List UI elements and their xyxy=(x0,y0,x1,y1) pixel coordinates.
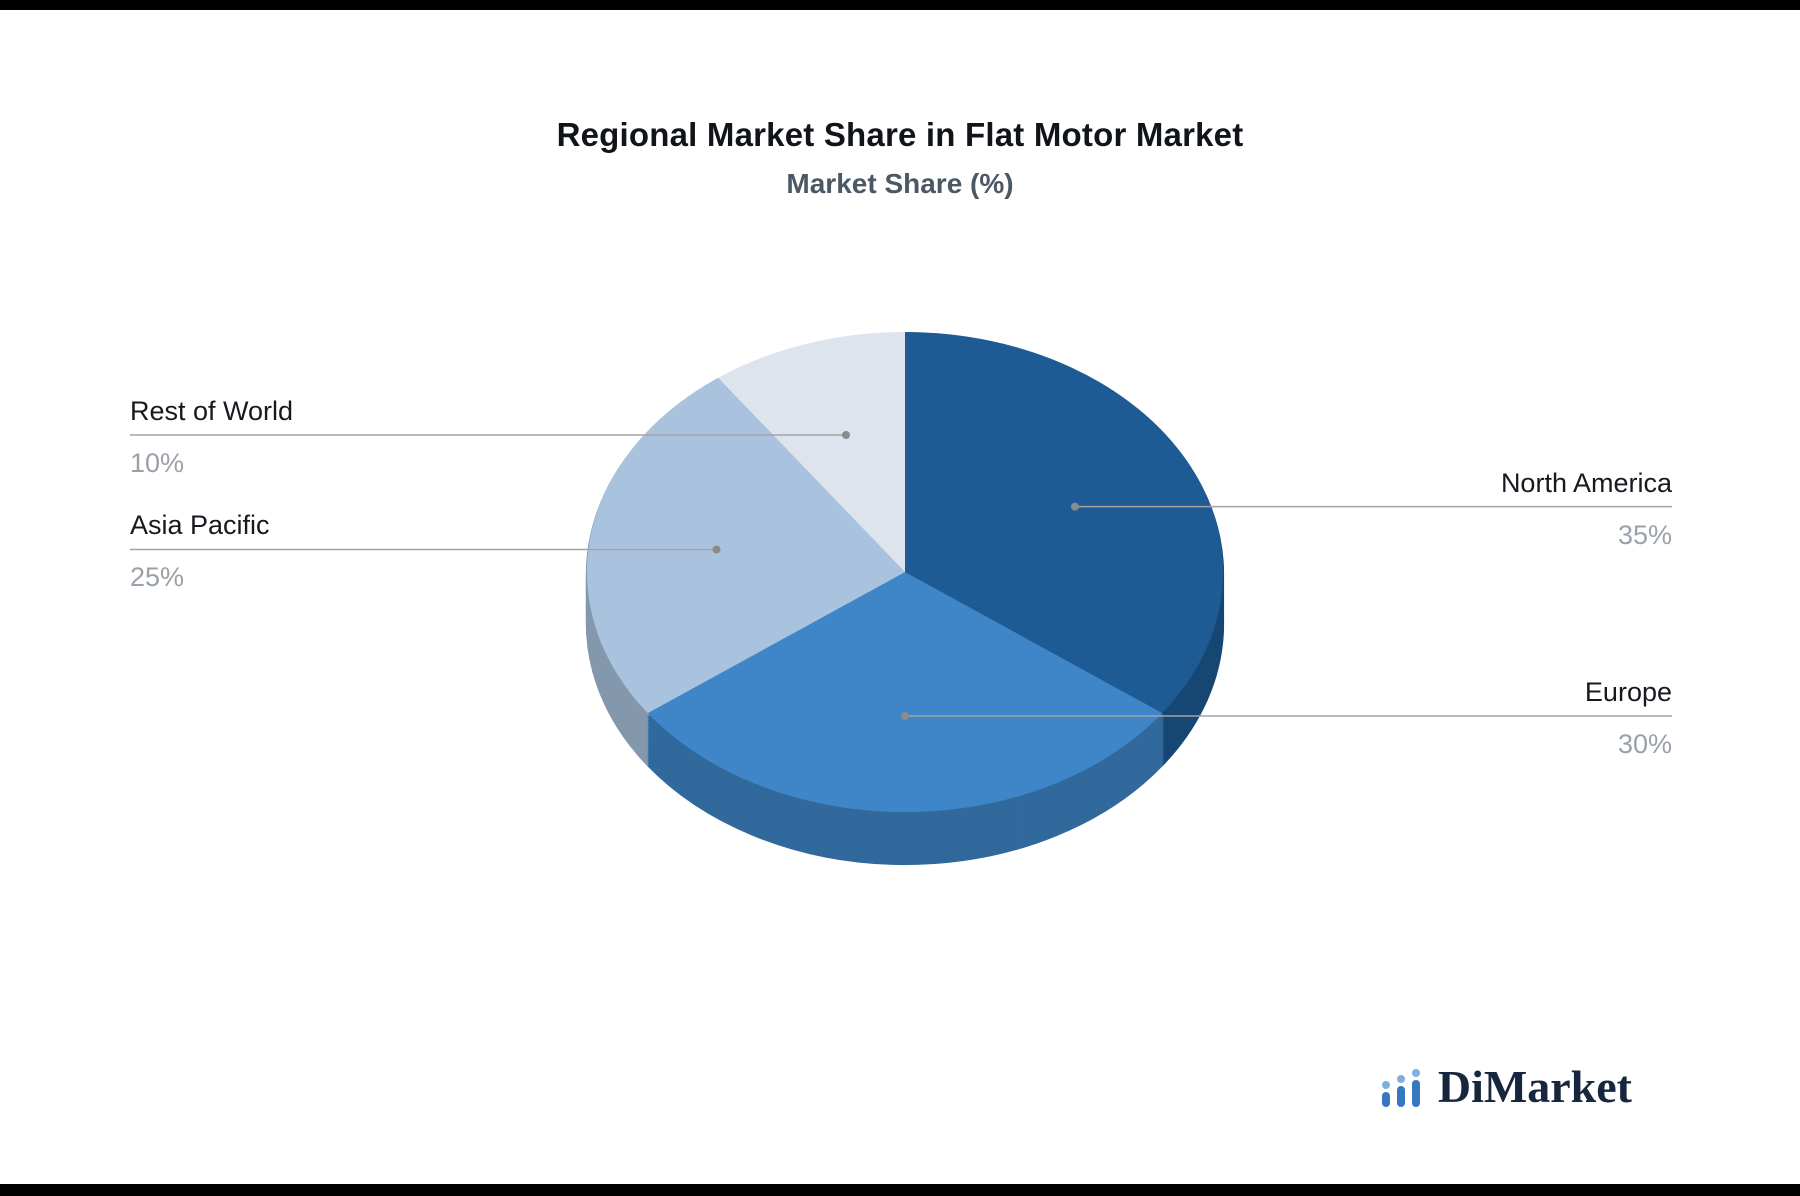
callout-dot xyxy=(712,545,721,554)
callout-north-america: North America 35% xyxy=(1232,467,1672,551)
callout-rest-of-world: Rest of World 10% xyxy=(130,395,570,479)
slice-percentage: 35% xyxy=(1617,519,1672,550)
chart-header: Regional Market Share in Flat Motor Mark… xyxy=(0,116,1800,200)
bottom-border xyxy=(0,1184,1800,1196)
slice-label: North America xyxy=(1500,467,1672,498)
callout-dot xyxy=(901,712,909,720)
chart-title: Regional Market Share in Flat Motor Mark… xyxy=(556,116,1244,153)
slice-label: Asia Pacific xyxy=(130,510,270,541)
callout-dot xyxy=(1071,502,1079,511)
slice-label: Europe xyxy=(1584,677,1672,707)
chart-subtitle: Market Share (%) xyxy=(786,168,1014,199)
slice-percentage: 25% xyxy=(130,562,185,593)
bar-chart-dots-icon xyxy=(1381,1069,1420,1107)
callout-dot xyxy=(842,431,850,439)
top-border xyxy=(0,0,1800,10)
pie-slice-north-america xyxy=(905,332,1224,714)
pie-slice-asia-pacific xyxy=(586,377,905,714)
dimarket-logo: DiMarket xyxy=(1380,1062,1632,1110)
callout-asia-pacific: Asia Pacific 25% xyxy=(130,509,570,593)
slice-percentage: 10% xyxy=(130,448,185,479)
slice-label: Rest of World xyxy=(130,396,294,427)
brand-name: DiMarket xyxy=(1437,1061,1632,1112)
pie-slice-europe xyxy=(647,572,1163,813)
slice-percentage: 30% xyxy=(1617,729,1672,759)
pie-slice-rest-of-world xyxy=(718,331,905,572)
callout-europe: Europe 30% xyxy=(1232,676,1672,760)
